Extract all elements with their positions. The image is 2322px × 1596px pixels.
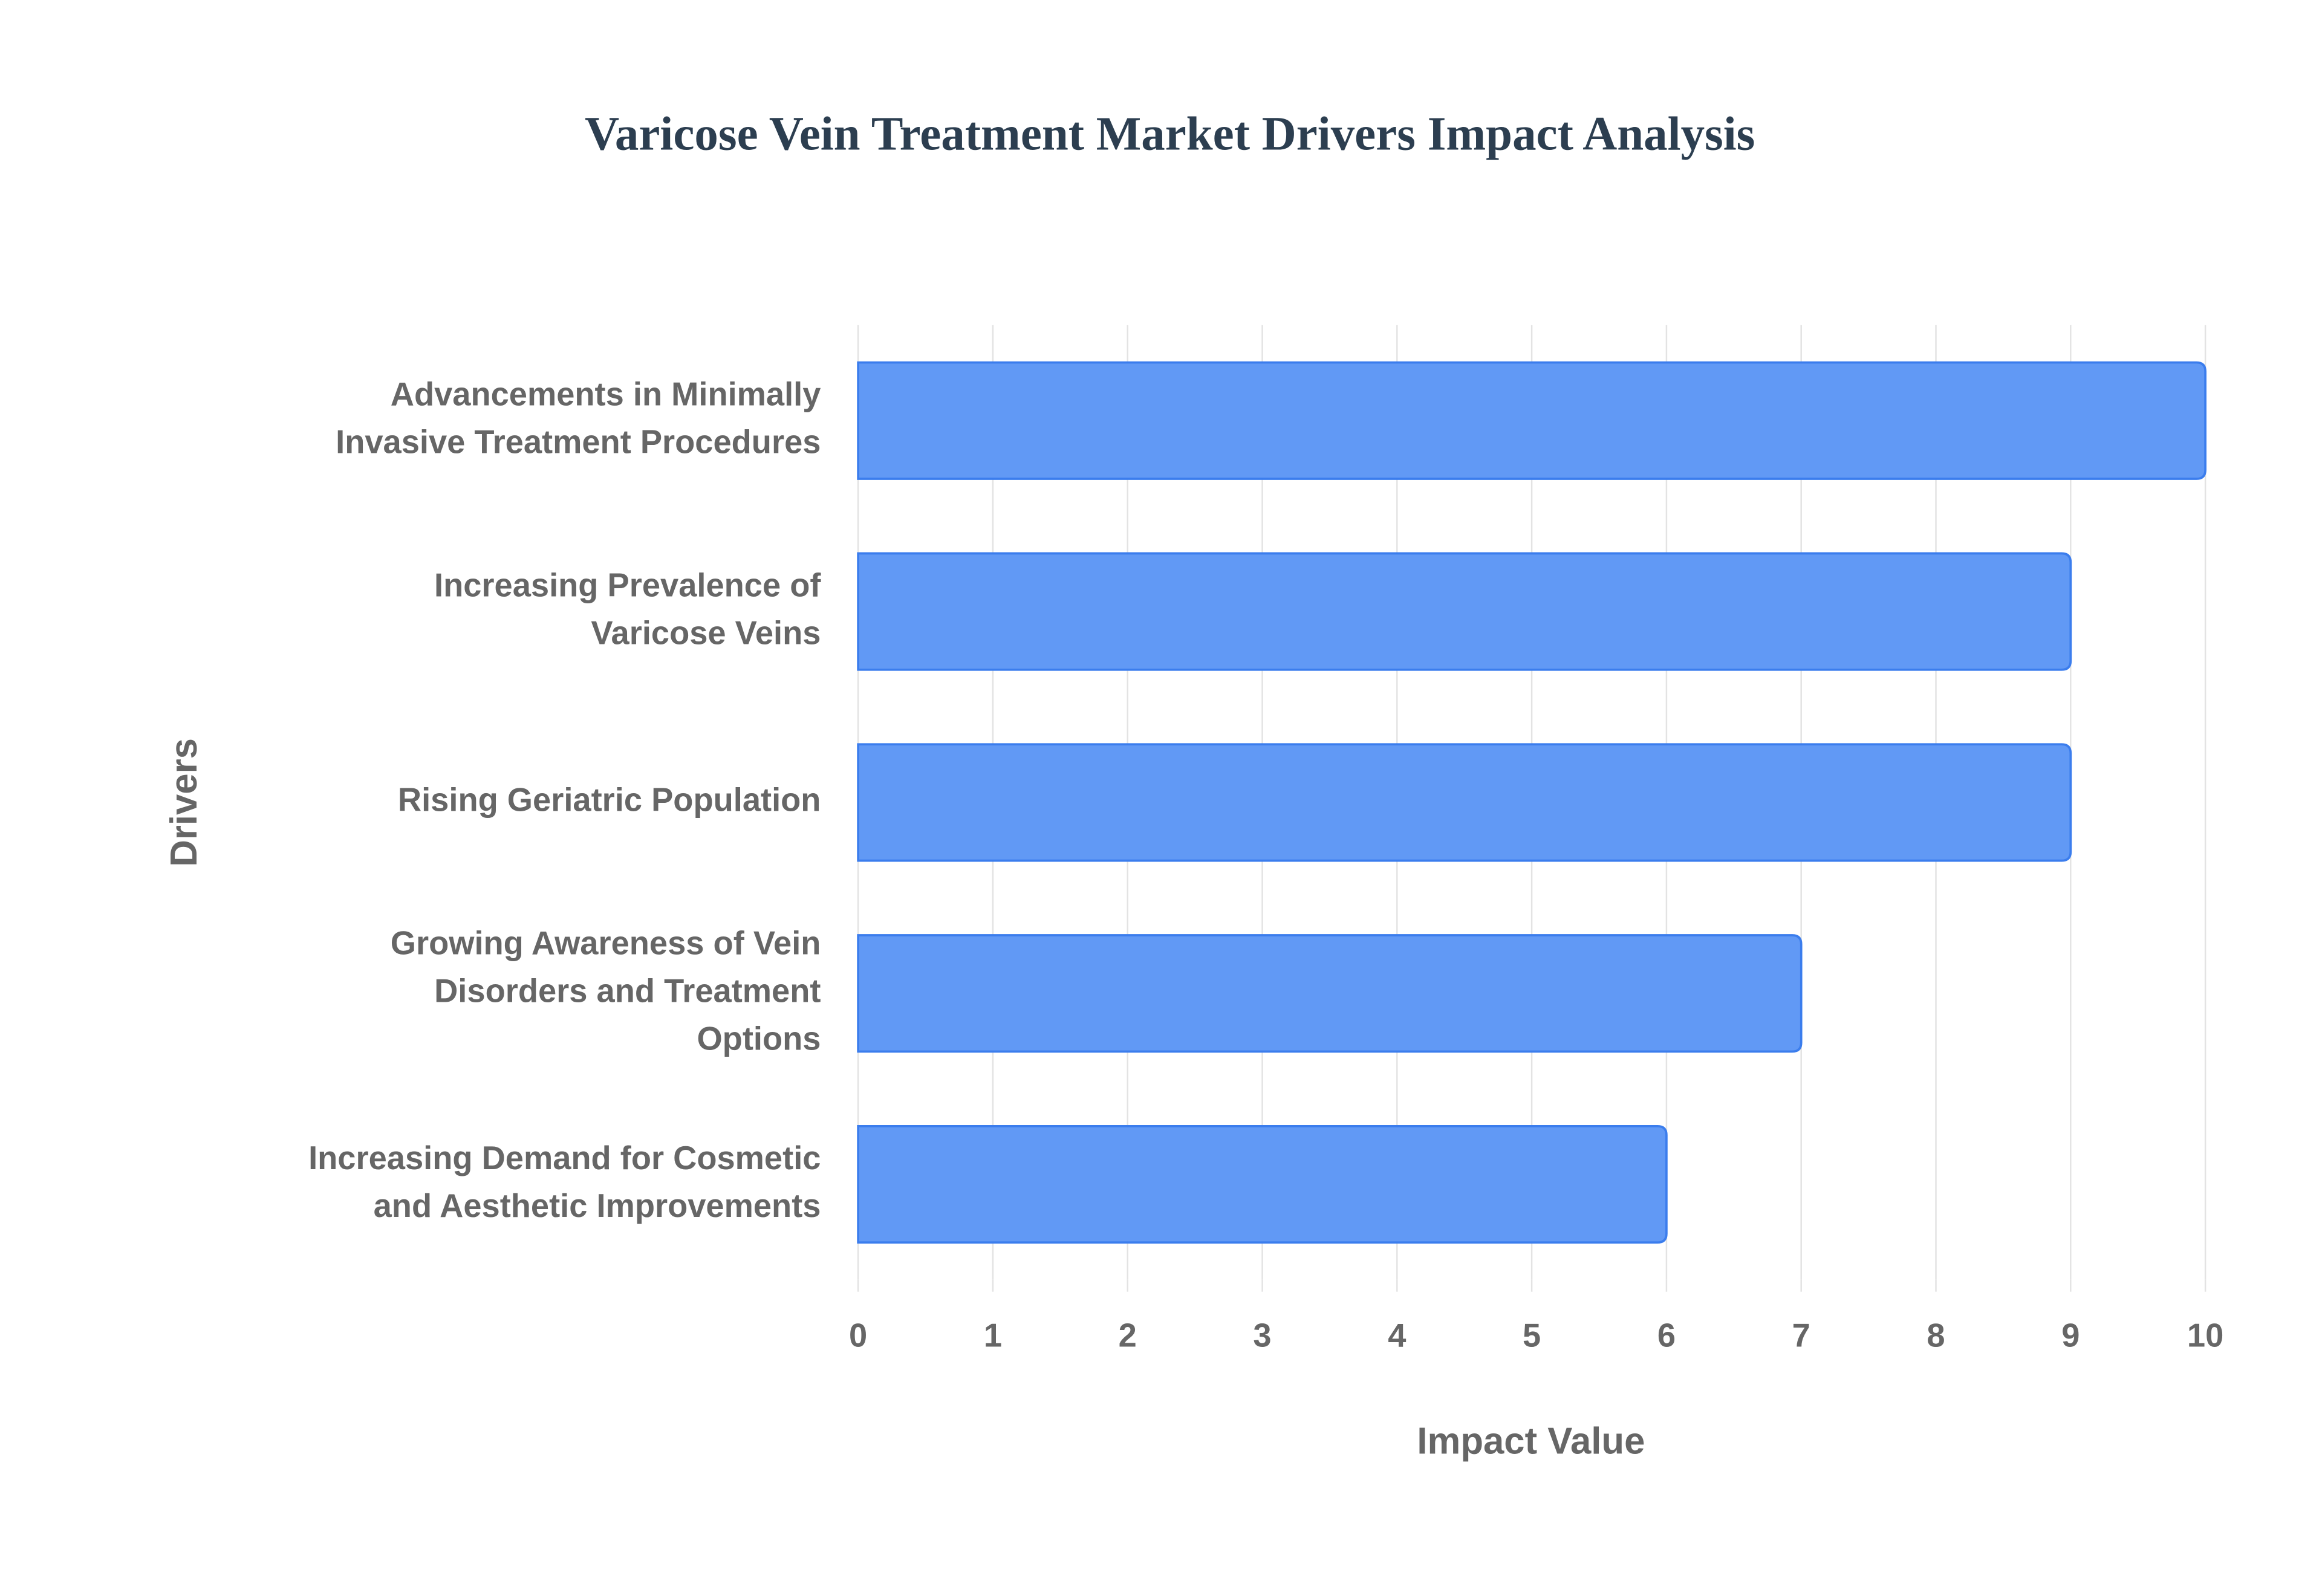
y-tick-label: Advancements in Minimally xyxy=(391,376,821,413)
y-tick-label: Options xyxy=(697,1020,821,1057)
y-tick-label: Growing Awareness of Vein xyxy=(391,925,821,962)
y-tick-label: Varicose Veins xyxy=(591,614,821,651)
x-tick-label: 5 xyxy=(1523,1317,1541,1354)
x-tick-label: 4 xyxy=(1388,1317,1406,1354)
y-tick-label: Disorders and Treatment xyxy=(434,973,821,1010)
x-tick-label: 6 xyxy=(1657,1317,1676,1354)
y-tick-label: Increasing Demand for Cosmetic xyxy=(308,1140,821,1176)
bar xyxy=(857,361,2207,480)
y-tick-label: Increasing Prevalence of xyxy=(434,566,821,603)
x-tick-label: 10 xyxy=(2187,1317,2223,1354)
bar xyxy=(857,552,2072,671)
chart-title: Varicose Vein Treatment Market Drivers I… xyxy=(585,108,1755,161)
y-tick-label: and Aesthetic Improvements xyxy=(374,1187,821,1224)
y-tick-label: Invasive Treatment Procedures xyxy=(336,424,821,461)
x-tick-label: 0 xyxy=(849,1317,867,1354)
x-tick-label: 3 xyxy=(1253,1317,1271,1354)
x-tick-label: 1 xyxy=(984,1317,1002,1354)
y-tick-label: Rising Geriatric Population xyxy=(398,782,821,819)
bar xyxy=(857,934,1803,1053)
bar xyxy=(857,743,2072,862)
y-axis-label: Drivers xyxy=(163,738,205,867)
x-tick-label: 7 xyxy=(1792,1317,1810,1354)
bar xyxy=(857,1124,1668,1244)
x-tick-label: 8 xyxy=(1927,1317,1945,1354)
x-tick-label: 2 xyxy=(1119,1317,1137,1354)
x-axis-label: Impact Value xyxy=(1417,1421,1645,1462)
x-tick-label: 9 xyxy=(2061,1317,2080,1354)
